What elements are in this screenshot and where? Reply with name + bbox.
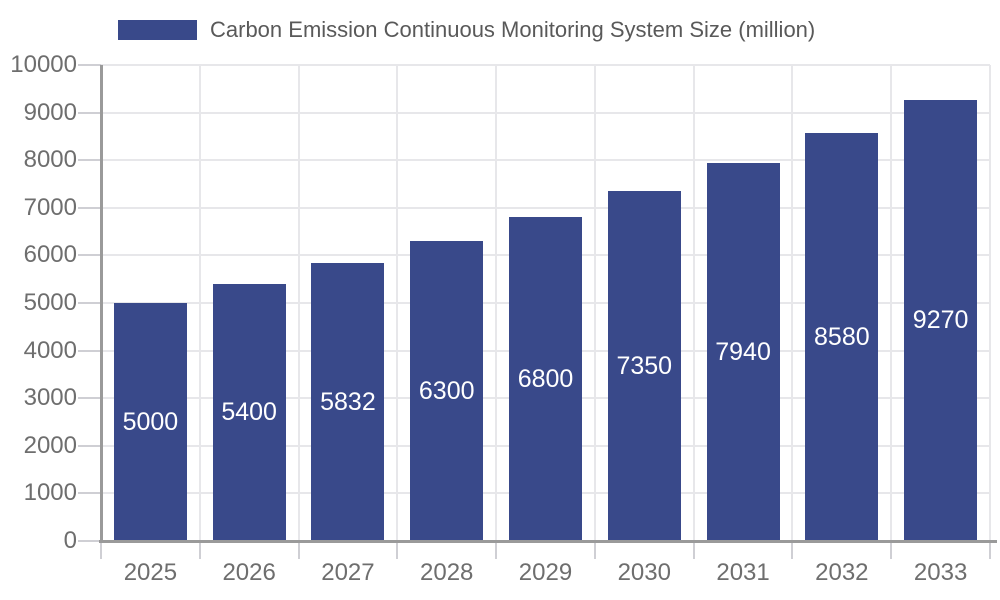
y-tick-label: 0 xyxy=(63,527,77,554)
h-gridline xyxy=(101,159,990,162)
h-gridline xyxy=(101,64,990,66)
y-tick-label: 7000 xyxy=(23,193,77,221)
bar-value-label: 5000 xyxy=(122,408,179,436)
y-axis-tick xyxy=(78,159,101,162)
y-axis-tick xyxy=(78,64,101,66)
y-axis-tick xyxy=(78,349,101,352)
y-tick-label: 8000 xyxy=(23,146,77,174)
v-gridline xyxy=(593,65,596,541)
v-gridline xyxy=(989,65,991,541)
y-axis-tick xyxy=(78,492,101,495)
h-gridline xyxy=(101,206,990,209)
y-axis-tick xyxy=(78,397,101,400)
v-gridline xyxy=(692,65,695,541)
x-axis-tick xyxy=(890,541,893,559)
bar-value-label: 9270 xyxy=(912,306,969,335)
bar xyxy=(212,283,286,541)
x-tick-label: 2033 xyxy=(913,559,968,586)
bar xyxy=(113,303,187,541)
x-axis-tick xyxy=(989,541,991,559)
legend-color-swatch xyxy=(118,20,197,40)
y-axis-tick xyxy=(78,444,101,447)
x-tick-label: 2029 xyxy=(518,559,573,586)
y-axis-tick xyxy=(78,206,101,209)
y-tick-label: 4000 xyxy=(23,336,77,364)
x-axis-tick xyxy=(100,541,102,559)
bar xyxy=(509,217,582,541)
v-gridline xyxy=(495,65,498,541)
y-tick-label: 10000 xyxy=(10,51,77,78)
bar-value-label: 5832 xyxy=(320,388,376,417)
x-tick-label: 2026 xyxy=(222,559,276,586)
y-axis-tick xyxy=(78,540,101,542)
bar xyxy=(410,241,484,541)
bar xyxy=(311,263,385,541)
plot-area: 0 1000 2000 3000 4000 5000 6000 7000 8000 9000 100… xyxy=(10,51,997,586)
x-axis-tick xyxy=(297,541,300,559)
x-tick-label: 2031 xyxy=(716,559,770,586)
bar-value-label: 7350 xyxy=(616,352,673,381)
x-tick-label: 2025 xyxy=(123,559,178,586)
bar-value-label: 5400 xyxy=(221,398,277,427)
h-gridline xyxy=(101,111,990,114)
x-axis-tick xyxy=(198,541,201,559)
y-tick-label: 6000 xyxy=(23,241,77,269)
bar xyxy=(706,163,780,541)
bar xyxy=(607,191,681,541)
x-axis-tick xyxy=(396,541,399,559)
legend-item[interactable]: Carbon Emission Continuous Monitoring Sy… xyxy=(118,17,815,43)
y-tick-label: 2000 xyxy=(23,431,77,459)
v-gridline xyxy=(198,65,201,541)
x-tick-label: 2027 xyxy=(321,559,375,586)
bar-value-label: 7940 xyxy=(715,338,771,367)
v-gridline xyxy=(297,65,300,541)
x-axis-line xyxy=(99,540,997,543)
y-axis-tick xyxy=(78,254,101,257)
x-axis-tick xyxy=(791,541,794,559)
y-axis-line xyxy=(100,65,103,541)
x-axis-tick xyxy=(593,541,596,559)
bar xyxy=(805,132,879,541)
y-tick-label: 5000 xyxy=(23,289,77,316)
x-axis-tick xyxy=(495,541,498,559)
v-gridline xyxy=(396,65,399,541)
legend-label: Carbon Emission Continuous Monitoring Sy… xyxy=(210,17,816,42)
x-tick-label: 2032 xyxy=(815,559,869,586)
bar-value-label: 6800 xyxy=(517,365,574,394)
v-gridline xyxy=(890,65,893,541)
v-gridline xyxy=(791,65,794,541)
y-axis-tick xyxy=(78,111,101,114)
y-tick-label: 9000 xyxy=(23,98,77,126)
x-tick-label: 2030 xyxy=(617,559,671,586)
bar-value-label: 8580 xyxy=(814,322,870,351)
y-tick-label: 1000 xyxy=(23,479,77,507)
x-axis-tick xyxy=(692,541,695,559)
y-axis-tick xyxy=(78,302,101,304)
bar xyxy=(904,99,978,541)
x-tick-label: 2028 xyxy=(420,559,474,586)
y-tick-label: 3000 xyxy=(23,384,77,412)
bar-value-label: 6300 xyxy=(418,377,475,406)
